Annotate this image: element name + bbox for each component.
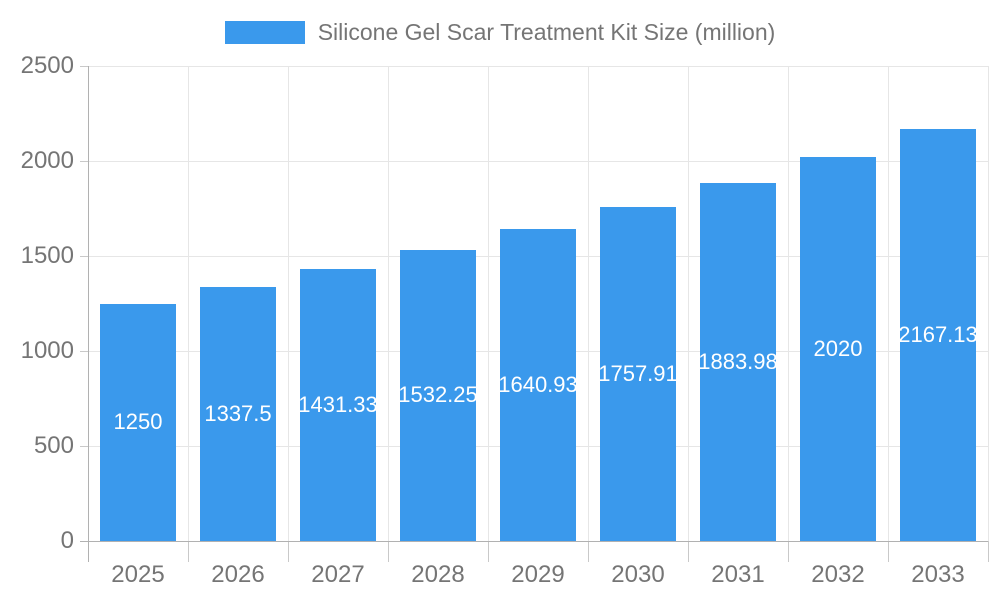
x-tick [887, 541, 889, 562]
y-axis-tick-label: 2500 [20, 52, 74, 79]
y-tick [80, 350, 88, 352]
bar-value-label: 1532.25 [400, 382, 476, 408]
x-axis-tick-label: 2032 [811, 561, 865, 588]
bar-value-label: 2167.13 [900, 322, 976, 348]
x-axis-tick-label: 2028 [411, 561, 465, 588]
y-gridline [88, 160, 988, 162]
bar-value-label: 1757.91 [600, 360, 676, 386]
legend-label: Silicone Gel Scar Treatment Kit Size (mi… [317, 18, 776, 45]
y-axis-tick-label: 0 [60, 527, 74, 554]
x-tick [187, 541, 189, 562]
bar-2032[interactable]: 2020 [800, 157, 876, 541]
x-axis-tick-label: 2029 [511, 561, 565, 588]
x-axis-tick-label: 2030 [611, 561, 665, 588]
y-tick [80, 65, 88, 67]
x-tick [587, 541, 589, 562]
bar-value-label: 1640.93 [500, 372, 576, 398]
y-tick [80, 255, 88, 257]
x-axis-tick-label: 2026 [211, 561, 265, 588]
bar-2026[interactable]: 1337.5 [200, 286, 276, 541]
x-axis-line [80, 540, 988, 542]
bar-value-label: 1431.33 [300, 392, 376, 418]
x-gridline [287, 66, 289, 541]
x-axis-tick-label: 2025 [111, 561, 165, 588]
x-tick [287, 541, 289, 562]
legend-swatch-icon [224, 20, 305, 44]
x-gridline [887, 66, 889, 541]
y-axis-line [87, 66, 89, 562]
bar-2030[interactable]: 1757.91 [600, 206, 676, 541]
x-gridline [687, 66, 689, 541]
x-gridline [587, 66, 589, 541]
y-gridline [88, 65, 988, 67]
bar-2029[interactable]: 1640.93 [500, 229, 576, 541]
bar-value-label: 1883.98 [700, 349, 776, 374]
x-gridline [387, 66, 389, 541]
x-gridline [187, 66, 189, 541]
y-axis-tick-label: 1000 [20, 337, 74, 364]
x-gridline [787, 66, 789, 541]
bar-value-label: 1337.5 [204, 400, 272, 426]
bar-2028[interactable]: 1532.25 [400, 249, 476, 541]
y-axis-tick-label: 500 [33, 432, 74, 459]
bar-2027[interactable]: 1431.33 [300, 269, 376, 541]
chart-legend[interactable]: Silicone Gel Scar Treatment Kit Size (mi… [0, 18, 1000, 45]
x-tick [487, 541, 489, 562]
x-axis-tick-label: 2027 [311, 561, 365, 588]
x-axis-tick-label: 2033 [911, 561, 965, 588]
bar-value-label: 1250 [113, 409, 163, 435]
x-axis-tick-label: 2031 [711, 561, 765, 588]
y-axis-tick-label: 1500 [20, 242, 74, 269]
bar-2031[interactable]: 1883.98 [700, 183, 776, 541]
bar-value-label: 2020 [813, 336, 863, 362]
x-tick [687, 541, 689, 562]
bar-2033[interactable]: 2167.13 [900, 129, 976, 541]
x-tick [387, 541, 389, 562]
x-gridline [987, 66, 989, 541]
bar-2025[interactable]: 1250 [100, 303, 176, 541]
x-gridline [487, 66, 489, 541]
y-tick [80, 160, 88, 162]
y-axis-tick-label: 2000 [20, 147, 74, 174]
x-tick [987, 541, 989, 562]
y-tick [80, 445, 88, 447]
x-tick [787, 541, 789, 562]
